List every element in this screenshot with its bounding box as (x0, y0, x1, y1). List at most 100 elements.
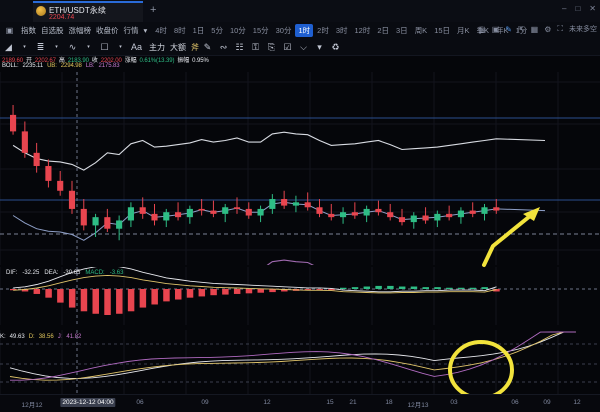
timeframe-1w[interactable]: 周K (414, 26, 428, 35)
chevron-down-icon-cursor[interactable]: ▾ (23, 44, 26, 50)
amplitude-value: 0.95% (192, 58, 209, 64)
boll-mid-label: BOLL: (2, 63, 19, 69)
nav-item-market[interactable]: 行情 (123, 26, 139, 35)
camera-icon[interactable]: ▣ (491, 24, 500, 34)
close-icon[interactable]: ✕ (589, 4, 596, 13)
timeframe-10m[interactable]: 10分 (229, 26, 246, 35)
macd-dea-label: DEA: (44, 270, 59, 276)
maximize-icon[interactable]: □ (575, 4, 581, 13)
boll-upper-label: UB: (47, 63, 57, 69)
x-tick-7: 12月13 (407, 402, 429, 409)
nav-item-index[interactable]: 指数 (21, 26, 36, 35)
timeframe-3d[interactable]: 3日 (396, 26, 408, 35)
main-force-label[interactable]: 主力 (149, 42, 165, 52)
pencil-icon[interactable]: ✎ (203, 41, 212, 52)
settings-icon[interactable]: ⚙ (544, 24, 552, 34)
x-tick-1: 06 (136, 399, 144, 406)
timeframe-30m[interactable]: 30分 (275, 26, 292, 35)
eraser-icon[interactable]: ⌵ (300, 41, 307, 52)
future-longshort-label[interactable]: 未来多空 (569, 26, 597, 33)
kdj-d-label: D: (28, 334, 35, 340)
open-label: 开 (26, 58, 32, 64)
change-label: 涨幅 (124, 58, 137, 64)
window-controls: – □ ✕ (562, 4, 596, 13)
magnet-icon[interactable]: ∾ (219, 41, 228, 52)
boll-lower-label: LB: (85, 63, 95, 69)
macd-hist-label: MACD: (85, 270, 105, 276)
filter-icon[interactable]: ▾ (317, 41, 322, 52)
timeframe-month[interactable]: 月K (457, 26, 470, 35)
x-tick-3: 12 (263, 399, 271, 406)
chevron-down-icon-rect[interactable]: ▾ (119, 44, 122, 50)
prev-close-value: 2189.60 (2, 58, 23, 64)
x-axis: 12月12 2023-12-12 04:00 06 09 12 15 18 21… (0, 394, 600, 412)
lock-icon[interactable]: ⚿ (252, 41, 259, 52)
timeframe-toolbar: ▣ 指数 自选股 涨幅榜 收盘价 行情 ▾ 4时 8时 1日 5分 10分 15… (0, 22, 600, 40)
timeframe-1d[interactable]: 1日 (192, 26, 205, 35)
drawing-toolbar: ◢ ▾ ≣ ▾ ∿ ▾ ☐ ▾ Aa 主力 大额 斧 ✎ ∾ ☷ ⚿ ⎘ ☑ ⌵… (0, 39, 600, 56)
macd-chart-pane[interactable] (0, 267, 600, 325)
measure-icon[interactable]: ☷ (235, 41, 244, 52)
timeframe-15d[interactable]: 15日 (434, 26, 451, 35)
kdj-k-value: 49.63 (9, 334, 25, 340)
x-tick-6: 21 (349, 399, 357, 406)
x-tick-9: 06 (511, 399, 519, 406)
copy-icon[interactable]: ⎘ (267, 41, 276, 52)
axe-label[interactable]: 斧 (191, 42, 199, 52)
change-value: 0.61%(13.39) (139, 58, 175, 64)
chevron-down-icon-wave[interactable]: ▾ (87, 44, 90, 50)
macd-dif-label: DIF: (6, 270, 18, 276)
timeframe-2d[interactable]: 2日 (377, 26, 390, 35)
macd-dif-value: -32.25 (22, 270, 40, 276)
boll-mid-value: 2235.11 (22, 63, 44, 69)
grid-icon[interactable]: ▣ (5, 26, 14, 35)
macd-hist-value: -3.63 (109, 270, 124, 276)
timeframe-5m[interactable]: 5分 (211, 26, 223, 35)
text-icon[interactable]: Aa (130, 42, 142, 52)
cursor-icon[interactable]: ◢ (5, 41, 12, 52)
timeframe-quarter[interactable]: 季K (476, 26, 490, 35)
horizontal-line-icon[interactable]: ≣ (36, 41, 45, 52)
close-label: 收 (91, 58, 98, 64)
high-label: 高 (58, 58, 65, 64)
trash-icon[interactable]: ♻ (331, 41, 340, 52)
draw-icon[interactable]: ✎ (505, 24, 512, 34)
layout-icon[interactable]: ▦ (530, 24, 539, 34)
timeframe-12h[interactable]: 12时 (354, 26, 371, 35)
checkbox-icon[interactable]: ☑ (283, 41, 292, 52)
eth-coin-icon (36, 6, 46, 16)
fullscreen-icon[interactable]: ⛶ (557, 24, 563, 33)
timeframe-1h[interactable]: 1时 (295, 24, 314, 37)
minimize-icon[interactable]: – (562, 4, 567, 13)
nav-item-watchlist[interactable]: 自选股 (41, 26, 64, 35)
timeframe-1m[interactable]: 1分 (515, 26, 528, 35)
chevron-down-icon-line[interactable]: ▾ (55, 44, 58, 50)
chart-tab-ethusdt[interactable]: ETH/USDT永续 2204.74 (33, 1, 143, 24)
timeframe-3h[interactable]: 3时 (335, 26, 348, 35)
bollinger-legend: BOLL: 2235.11 UB: 2294.98 LB: 2175.83 (2, 63, 123, 69)
high-value: 2183.90 (67, 58, 89, 64)
kdj-chart-pane[interactable] (0, 330, 600, 394)
wave-icon[interactable]: ∿ (68, 41, 77, 52)
nav-item-gainers[interactable]: 涨幅榜 (68, 26, 92, 35)
timeframe-8h[interactable]: 8时 (173, 26, 186, 35)
indicator-icon[interactable]: ▤ (478, 24, 486, 34)
timeframe-2h[interactable]: 2时 (317, 26, 329, 35)
price-chart-pane[interactable] (0, 72, 600, 265)
new-tab-button[interactable]: + (150, 4, 157, 16)
x-tick-0: 12月12 (21, 402, 43, 409)
large-order-label[interactable]: 大额 (170, 42, 186, 52)
timeframe-4h[interactable]: 4时 (155, 26, 167, 35)
timeframe-year[interactable]: 年K (496, 26, 509, 35)
boll-upper-value: 2294.98 (60, 63, 82, 69)
x-tick-8: 03 (450, 399, 458, 406)
fullscreen-expand-icon[interactable]: ⇱ (517, 24, 525, 34)
chevron-down-icon[interactable]: ▾ (143, 26, 148, 35)
rectangle-icon[interactable]: ☐ (100, 41, 109, 52)
timeframe-15m[interactable]: 15分 (252, 26, 269, 35)
tab-symbol-label: ETH/USDT永续 (49, 6, 106, 15)
x-tick-2: 09 (201, 399, 209, 406)
x-tick-11: 12 (573, 399, 581, 406)
close-value: 2202.00 (100, 58, 122, 64)
nav-item-closeprice[interactable]: 收盘价 (96, 26, 119, 35)
